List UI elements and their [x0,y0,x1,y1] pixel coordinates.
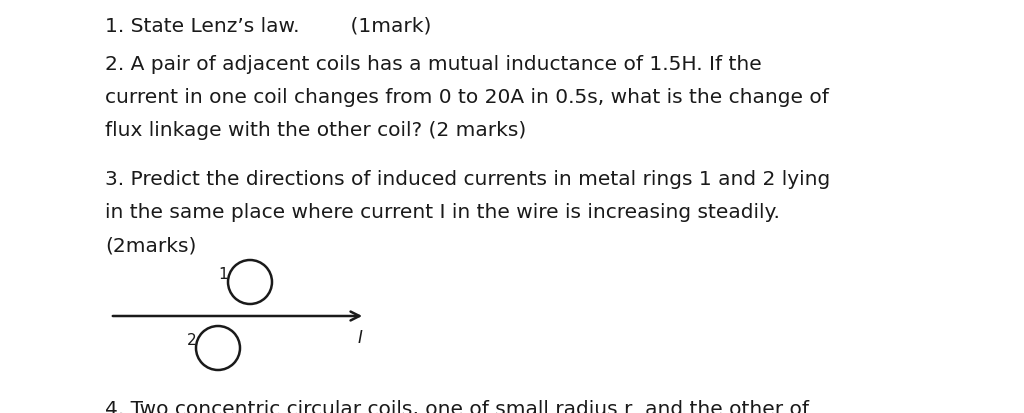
Text: (2marks): (2marks) [105,236,197,255]
Text: 2. A pair of adjacent coils has a mutual inductance of 1.5H. If the: 2. A pair of adjacent coils has a mutual… [105,55,762,74]
Text: I: I [358,329,362,347]
Text: current in one coil changes from 0 to 20A in 0.5s, what is the change of: current in one coil changes from 0 to 20… [105,88,828,107]
Text: 1: 1 [218,267,228,282]
Text: 2: 2 [186,333,196,348]
Text: flux linkage with the other coil? (2 marks): flux linkage with the other coil? (2 mar… [105,121,526,140]
Text: 3. Predict the directions of induced currents in metal rings 1 and 2 lying: 3. Predict the directions of induced cur… [105,170,830,189]
Text: 4. Two concentric circular coils, one of small radius r  and the other of: 4. Two concentric circular coils, one of… [105,400,809,413]
Text: 1. State Lenz’s law.        (1mark): 1. State Lenz’s law. (1mark) [105,16,431,35]
Text: in the same place where current I in the wire is increasing steadily.: in the same place where current I in the… [105,203,780,222]
